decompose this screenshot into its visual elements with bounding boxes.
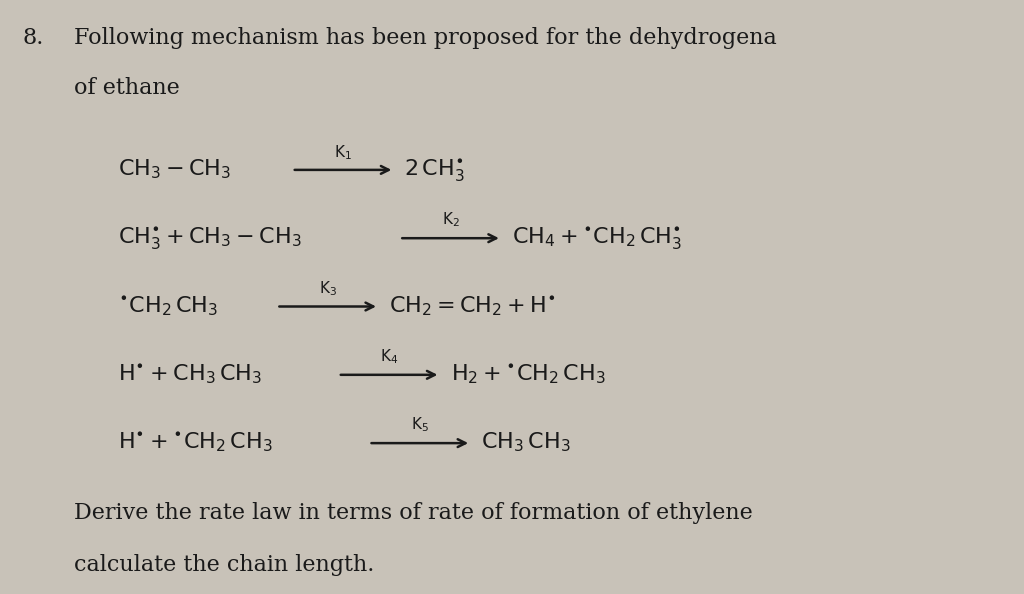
Text: $\mathrm{H^{\bullet} + {}^{\bullet}CH_2\,CH_3}$: $\mathrm{H^{\bullet} + {}^{\bullet}CH_2\… <box>118 431 272 454</box>
Text: $\mathrm{CH_3^{\bullet} + CH_3 - CH_3}$: $\mathrm{CH_3^{\bullet} + CH_3 - CH_3}$ <box>118 226 301 252</box>
Text: $\mathrm{CH_3\,CH_3}$: $\mathrm{CH_3\,CH_3}$ <box>481 431 570 454</box>
Text: $\mathrm{K_1}$: $\mathrm{K_1}$ <box>334 143 352 162</box>
Text: $\mathrm{K_4}$: $\mathrm{K_4}$ <box>380 347 398 366</box>
Text: $\mathrm{{}^{\bullet}CH_2\,CH_3}$: $\mathrm{{}^{\bullet}CH_2\,CH_3}$ <box>118 294 218 318</box>
Text: of ethane: of ethane <box>74 77 179 99</box>
Text: $\mathrm{K_3}$: $\mathrm{K_3}$ <box>318 279 337 298</box>
Text: $\mathrm{CH_4 + {}^{\bullet}CH_2\,CH_3^{\bullet}}$: $\mathrm{CH_4 + {}^{\bullet}CH_2\,CH_3^{… <box>512 226 682 252</box>
Text: Derive the rate law in terms of rate of formation of ethylene: Derive the rate law in terms of rate of … <box>74 502 753 524</box>
Text: 8.: 8. <box>23 27 44 49</box>
Text: Following mechanism has been proposed for the dehydrogena: Following mechanism has been proposed fo… <box>74 27 776 49</box>
Text: $\mathrm{H^{\bullet} + CH_3\,CH_3}$: $\mathrm{H^{\bullet} + CH_3\,CH_3}$ <box>118 362 262 386</box>
Text: $\mathrm{K_2}$: $\mathrm{K_2}$ <box>441 211 460 229</box>
Text: $\mathrm{K_5}$: $\mathrm{K_5}$ <box>411 416 429 434</box>
Text: $\mathrm{CH_3 - CH_3}$: $\mathrm{CH_3 - CH_3}$ <box>118 157 231 181</box>
Text: $\mathrm{2\,CH_3^{\bullet}}$: $\mathrm{2\,CH_3^{\bullet}}$ <box>404 157 465 184</box>
Text: $\mathrm{CH_2 = CH_2 + H^{\bullet}}$: $\mathrm{CH_2 = CH_2 + H^{\bullet}}$ <box>389 294 556 318</box>
Text: calculate the chain length.: calculate the chain length. <box>74 554 374 576</box>
Text: $\mathrm{H_2 + {}^{\bullet}CH_2\,CH_3}$: $\mathrm{H_2 + {}^{\bullet}CH_2\,CH_3}$ <box>451 362 605 386</box>
